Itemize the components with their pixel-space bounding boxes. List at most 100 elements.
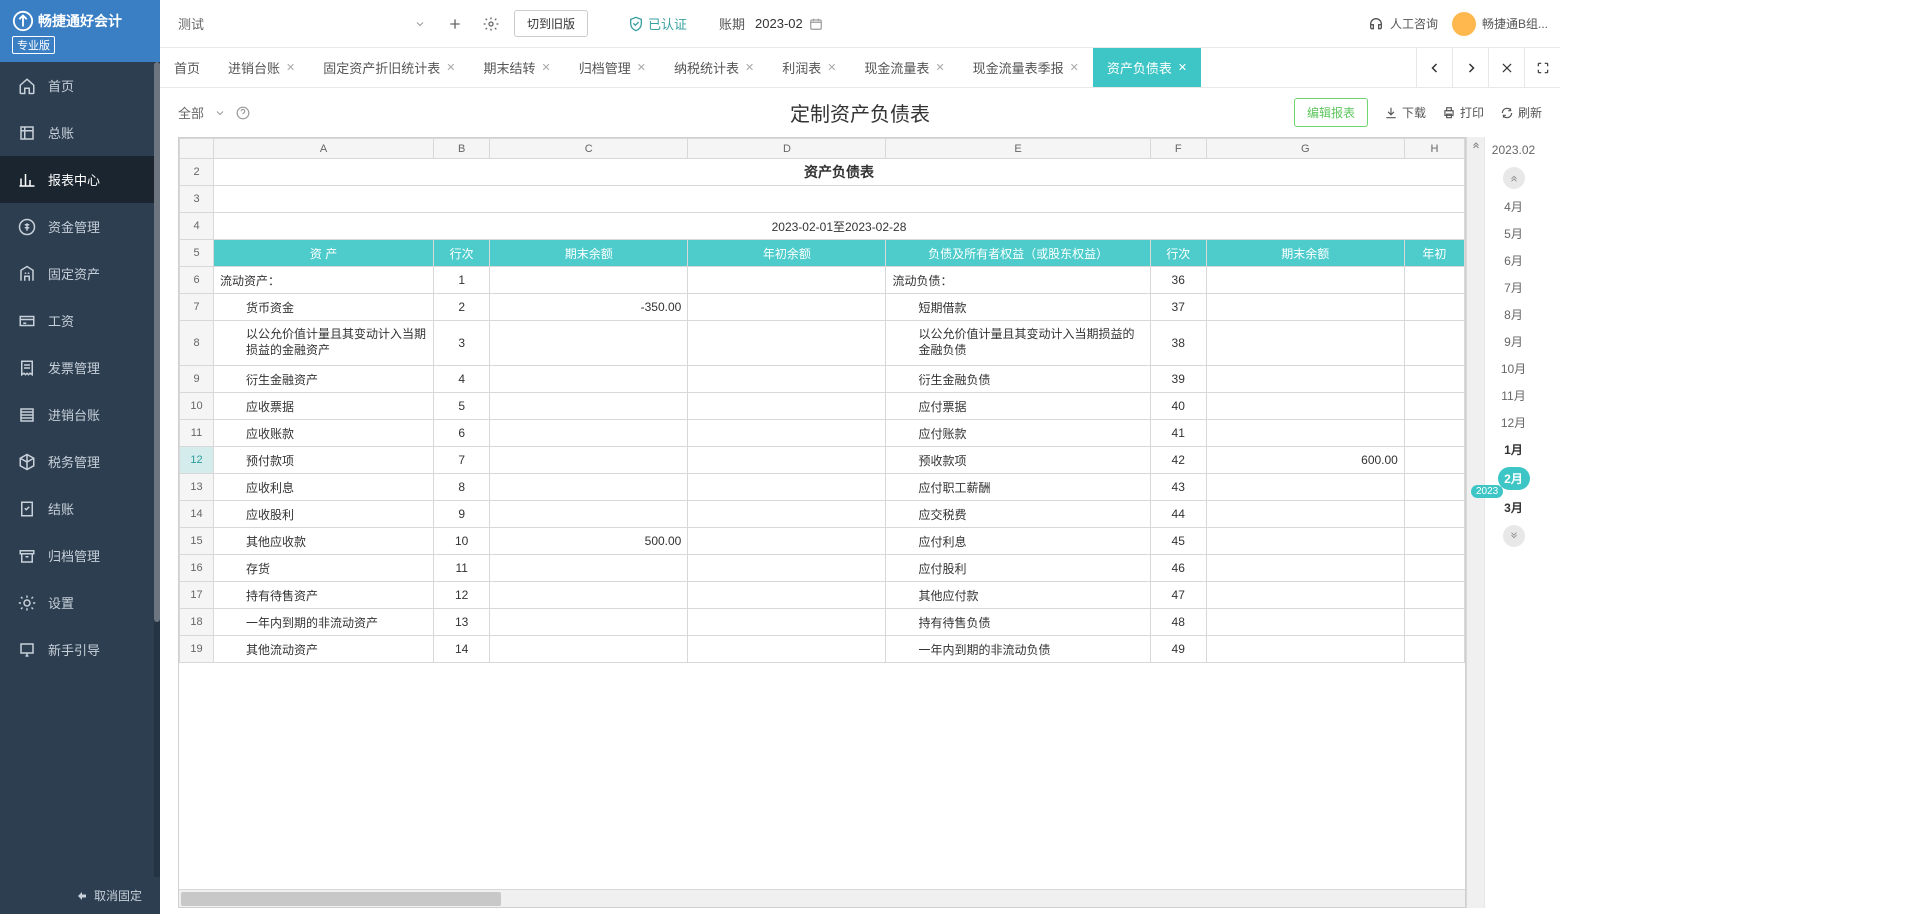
nav-item-1[interactable]: 总账: [0, 109, 154, 156]
end-balance[interactable]: [1206, 609, 1404, 636]
end-balance[interactable]: [490, 267, 688, 294]
begin-balance[interactable]: [1404, 393, 1464, 420]
begin-balance[interactable]: [1404, 366, 1464, 393]
table-row[interactable]: 15 其他应收款 10 500.00 应付利息 45: [180, 528, 1465, 555]
row-header[interactable]: 6: [180, 267, 214, 294]
row-header[interactable]: 16: [180, 555, 214, 582]
asset-name[interactable]: 应收利息: [214, 474, 434, 501]
begin-balance[interactable]: [688, 555, 886, 582]
nav-item-10[interactable]: 归档管理: [0, 532, 154, 579]
add-button[interactable]: [442, 11, 468, 37]
asset-name[interactable]: 流动资产：: [214, 267, 434, 294]
print-button[interactable]: 打印: [1442, 104, 1484, 121]
line-no[interactable]: 48: [1150, 609, 1206, 636]
begin-balance[interactable]: [688, 582, 886, 609]
end-balance[interactable]: 500.00: [490, 528, 688, 555]
period-selector[interactable]: 2023-02: [755, 16, 823, 31]
end-balance[interactable]: [1206, 366, 1404, 393]
liability-name[interactable]: 应付职工薪酬: [886, 474, 1150, 501]
asset-name[interactable]: 持有待售资产: [214, 582, 434, 609]
liability-name[interactable]: 预收款项: [886, 447, 1150, 474]
tab-close-icon[interactable]: ✕: [827, 61, 836, 74]
line-no[interactable]: 10: [434, 528, 490, 555]
download-button[interactable]: 下载: [1384, 104, 1426, 121]
line-no[interactable]: 42: [1150, 447, 1206, 474]
row-header[interactable]: 13: [180, 474, 214, 501]
end-balance[interactable]: [490, 501, 688, 528]
tab-close-icon[interactable]: ✕: [286, 61, 295, 74]
pin-toggle[interactable]: 取消固定: [0, 877, 160, 914]
begin-balance[interactable]: [688, 294, 886, 321]
asset-name[interactable]: 存货: [214, 555, 434, 582]
org-selector[interactable]: 测试: [172, 14, 432, 33]
liability-name[interactable]: 持有待售负债: [886, 609, 1150, 636]
table-row[interactable]: 9 衍生金融资产 4 衍生金融负债 39: [180, 366, 1465, 393]
edit-report-button[interactable]: 编辑报表: [1294, 98, 1368, 127]
nav-item-3[interactable]: 资金管理: [0, 203, 154, 250]
end-balance[interactable]: [1206, 582, 1404, 609]
line-no[interactable]: 6: [434, 420, 490, 447]
liability-name[interactable]: 衍生金融负债: [886, 366, 1150, 393]
liability-name[interactable]: 应交税费: [886, 501, 1150, 528]
period-month[interactable]: 6月: [1501, 247, 1526, 274]
begin-balance[interactable]: [688, 528, 886, 555]
row-header[interactable]: 9: [180, 366, 214, 393]
end-balance[interactable]: [490, 555, 688, 582]
line-no[interactable]: 3: [434, 321, 490, 366]
asset-name[interactable]: 以公允价值计量且其变动计入当期损益的金融资产: [214, 321, 434, 366]
begin-balance[interactable]: [1404, 582, 1464, 609]
begin-balance[interactable]: [1404, 321, 1464, 366]
table-row[interactable]: 10 应收票据 5 应付票据 40: [180, 393, 1465, 420]
line-no[interactable]: 49: [1150, 636, 1206, 663]
end-balance[interactable]: [1206, 267, 1404, 294]
nav-item-5[interactable]: 工资: [0, 297, 154, 344]
row-header[interactable]: 12: [180, 447, 214, 474]
row-header[interactable]: 14: [180, 501, 214, 528]
help-icon[interactable]: [236, 106, 250, 120]
begin-balance[interactable]: [688, 447, 886, 474]
end-balance[interactable]: [490, 636, 688, 663]
begin-balance[interactable]: [1404, 636, 1464, 663]
line-no[interactable]: 38: [1150, 321, 1206, 366]
line-no[interactable]: 44: [1150, 501, 1206, 528]
horizontal-scrollbar[interactable]: [179, 889, 1465, 907]
period-month[interactable]: 9月: [1501, 328, 1526, 355]
line-no[interactable]: 5: [434, 393, 490, 420]
old-version-button[interactable]: 切到旧版: [514, 10, 588, 37]
tab-8[interactable]: 现金流量表季报✕: [959, 48, 1093, 87]
col-header[interactable]: F: [1150, 139, 1206, 159]
end-balance[interactable]: [1206, 420, 1404, 447]
tab-5[interactable]: 纳税统计表✕: [660, 48, 768, 87]
asset-name[interactable]: 货币资金: [214, 294, 434, 321]
row-header[interactable]: 4: [180, 213, 214, 240]
begin-balance[interactable]: [688, 267, 886, 294]
row-header[interactable]: 7: [180, 294, 214, 321]
nav-item-2[interactable]: 报表中心: [0, 156, 154, 203]
line-no[interactable]: 41: [1150, 420, 1206, 447]
row-header[interactable]: 8: [180, 321, 214, 366]
refresh-button[interactable]: 刷新: [1500, 104, 1542, 121]
col-header[interactable]: B: [434, 139, 490, 159]
end-balance[interactable]: [490, 447, 688, 474]
line-no[interactable]: 47: [1150, 582, 1206, 609]
tab-close-icon[interactable]: ✕: [542, 61, 551, 74]
asset-name[interactable]: 其他流动资产: [214, 636, 434, 663]
col-header[interactable]: H: [1404, 139, 1464, 159]
grid[interactable]: ABCDEFGH2资产负债表342023-02-01至2023-02-285资 …: [179, 138, 1465, 663]
consult-button[interactable]: 人工咨询: [1368, 15, 1438, 32]
col-header[interactable]: D: [688, 139, 886, 159]
table-row[interactable]: 7 货币资金 2 -350.00 短期借款 37: [180, 294, 1465, 321]
period-month[interactable]: 10月: [1501, 355, 1526, 382]
tab-close-icon[interactable]: ✕: [935, 61, 944, 74]
nav-scrollbar[interactable]: [154, 62, 160, 877]
chevron-down-icon[interactable]: [214, 107, 226, 119]
table-row[interactable]: 11 应收账款 6 应付账款 41: [180, 420, 1465, 447]
period-month[interactable]: 11月: [1501, 382, 1526, 409]
begin-balance[interactable]: [688, 366, 886, 393]
line-no[interactable]: 46: [1150, 555, 1206, 582]
nav-item-8[interactable]: 税务管理: [0, 438, 154, 485]
tab-9[interactable]: 资产负债表✕: [1093, 48, 1201, 87]
table-row[interactable]: 14 应收股利 9 应交税费 44: [180, 501, 1465, 528]
table-row[interactable]: 16 存货 11 应付股利 46: [180, 555, 1465, 582]
col-header[interactable]: C: [490, 139, 688, 159]
